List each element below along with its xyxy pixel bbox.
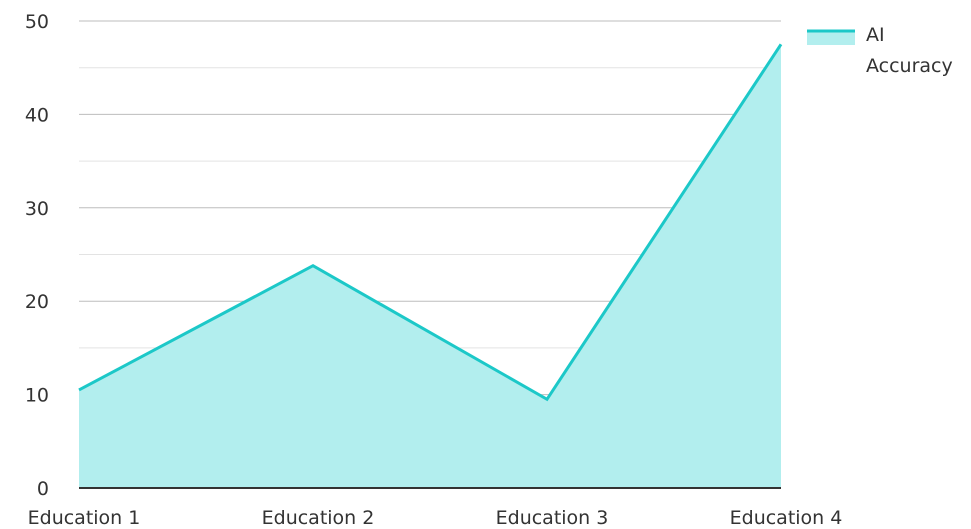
y-axis: 0 10 20 30 40 50	[25, 11, 49, 500]
legend-label-line-1: AI	[866, 24, 885, 46]
series-line	[78, 43, 783, 402]
x-axis: Education 1 Education 2 Education 3 Educati…	[28, 487, 843, 529]
legend-label-line-2: Accuracy	[866, 55, 953, 77]
x-tick-label: Education 3	[496, 507, 609, 529]
x-tick-label: Education 2	[262, 507, 375, 529]
y-tick-label: 40	[25, 104, 49, 126]
series-area-fill	[79, 44, 781, 488]
y-tick-label: 20	[25, 291, 49, 313]
y-tick-label: 30	[25, 198, 49, 220]
x-tick-label: Education 4	[730, 507, 843, 529]
y-tick-label: 10	[25, 385, 49, 407]
series-area-layer	[78, 43, 783, 488]
legend-swatch	[807, 31, 855, 45]
x-tick-label: Education 1	[28, 507, 141, 529]
y-tick-label: 0	[37, 478, 49, 500]
y-tick-label: 50	[25, 11, 49, 33]
legend: AI Accuracy	[807, 24, 953, 77]
